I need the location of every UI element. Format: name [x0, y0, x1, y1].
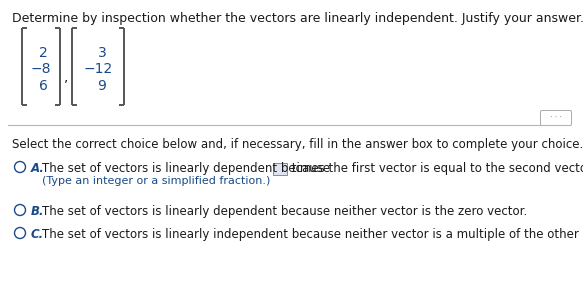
Text: 3: 3	[97, 46, 106, 60]
Text: 9: 9	[97, 79, 107, 93]
Text: A.: A.	[31, 162, 45, 175]
Text: The set of vectors is linearly dependent because: The set of vectors is linearly dependent…	[42, 162, 334, 175]
Text: C.: C.	[31, 228, 44, 241]
Text: −8: −8	[31, 62, 51, 76]
FancyBboxPatch shape	[273, 163, 287, 175]
Text: The set of vectors is linearly dependent because neither vector is the zero vect: The set of vectors is linearly dependent…	[42, 205, 527, 218]
Text: ,: ,	[64, 70, 68, 84]
Text: 6: 6	[38, 79, 47, 93]
Text: (Type an integer or a simplified fraction.): (Type an integer or a simplified fractio…	[42, 176, 271, 186]
Text: times the first vector is equal to the second vector.: times the first vector is equal to the s…	[288, 162, 583, 175]
Text: Select the correct choice below and, if necessary, fill in the answer box to com: Select the correct choice below and, if …	[12, 138, 583, 151]
Text: B.: B.	[31, 205, 44, 218]
Text: 2: 2	[38, 46, 47, 60]
FancyBboxPatch shape	[540, 111, 571, 126]
Text: −12: −12	[83, 62, 113, 76]
Text: · · ·: · · ·	[550, 113, 562, 123]
Text: The set of vectors is linearly independent because neither vector is a multiple : The set of vectors is linearly independe…	[42, 228, 583, 241]
Text: Determine by inspection whether the vectors are linearly independent. Justify yo: Determine by inspection whether the vect…	[12, 12, 583, 25]
